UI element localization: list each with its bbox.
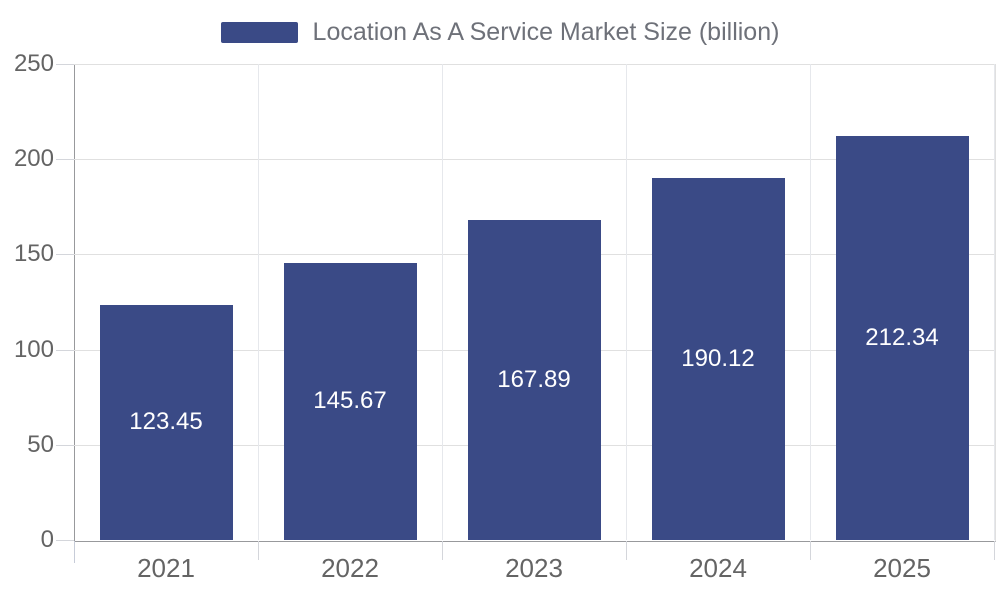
gridline-h <box>74 64 994 65</box>
gridline-v <box>626 64 627 540</box>
x-axis-tick <box>810 541 811 560</box>
bar-2025[interactable] <box>836 136 969 540</box>
y-tick-label: 100 <box>13 336 54 363</box>
x-tick-label: 2024 <box>689 553 747 583</box>
bar-2022[interactable] <box>284 263 417 540</box>
bar-2023[interactable] <box>468 220 601 540</box>
x-tick-label: 2023 <box>505 553 563 583</box>
x-axis-tick <box>442 541 443 560</box>
y-tick-label: 50 <box>27 431 54 458</box>
y-tick-label: 200 <box>13 145 54 172</box>
y-axis-tick <box>56 445 74 446</box>
x-tick-label: 2022 <box>321 553 379 583</box>
y-tick-label: 0 <box>40 526 54 553</box>
y-axis-tick <box>56 350 74 351</box>
y-axis-tick <box>56 159 74 160</box>
legend[interactable]: Location As A Service Market Size (billi… <box>0 17 1000 47</box>
x-tick-label: 2021 <box>137 553 195 583</box>
y-axis-tick <box>56 254 74 255</box>
x-axis-tick <box>626 541 627 560</box>
gridline-h <box>74 159 994 160</box>
bar-2021[interactable] <box>100 305 233 540</box>
legend-swatch-icon <box>220 21 298 43</box>
y-axis-tick <box>56 540 74 541</box>
gridline-v <box>258 64 259 540</box>
y-axis-tick <box>56 64 74 65</box>
y-axis-extension <box>74 541 75 563</box>
x-tick-label: 2025 <box>873 553 931 583</box>
x-axis-tick <box>994 541 995 560</box>
legend-label: Location As A Service Market Size (billi… <box>312 17 780 46</box>
y-tick-label: 150 <box>13 240 54 267</box>
bar-2024[interactable] <box>652 178 785 540</box>
x-axis-tick <box>258 541 259 560</box>
gridline-v <box>994 64 995 540</box>
gridline-v <box>810 64 811 540</box>
gridline-v <box>442 64 443 540</box>
y-tick-label: 250 <box>13 50 54 77</box>
